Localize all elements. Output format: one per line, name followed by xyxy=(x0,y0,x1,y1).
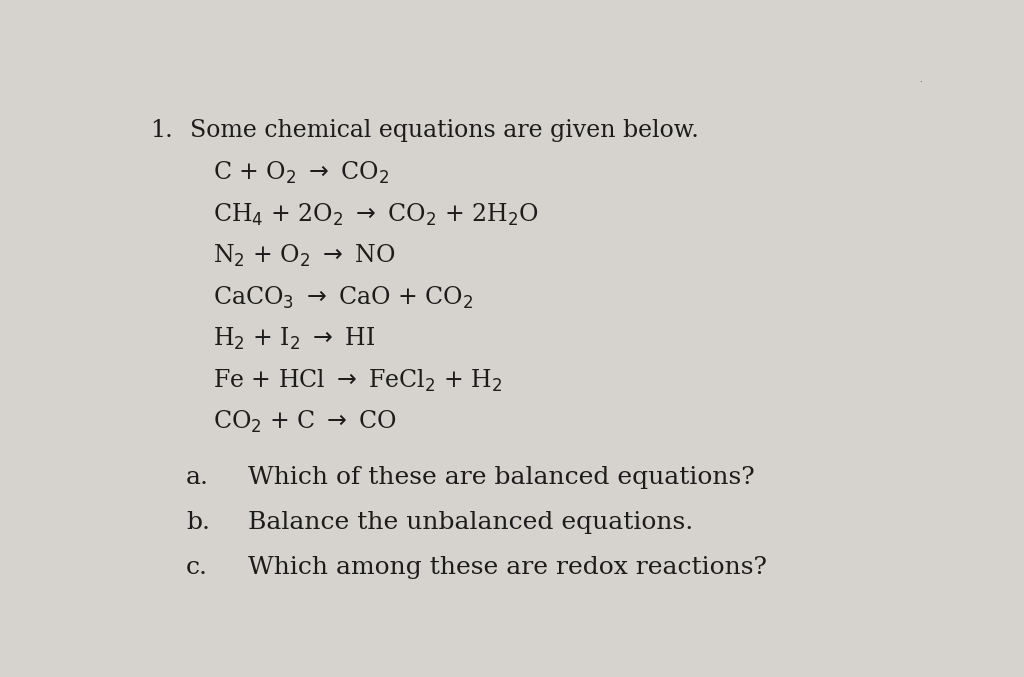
Text: Which among these are redox reactions?: Which among these are redox reactions? xyxy=(248,556,767,579)
Text: C + O$_2$ $\rightarrow$ CO$_2$: C + O$_2$ $\rightarrow$ CO$_2$ xyxy=(213,160,389,186)
Text: a.: a. xyxy=(186,466,209,489)
Text: 1.: 1. xyxy=(150,119,172,142)
Text: Which of these are balanced equations?: Which of these are balanced equations? xyxy=(248,466,755,489)
Text: CaCO$_3$ $\rightarrow$ CaO + CO$_2$: CaCO$_3$ $\rightarrow$ CaO + CO$_2$ xyxy=(213,284,473,311)
Text: c.: c. xyxy=(186,556,208,579)
Text: N$_2$ + O$_2$ $\rightarrow$ NO: N$_2$ + O$_2$ $\rightarrow$ NO xyxy=(213,243,396,269)
Text: b.: b. xyxy=(186,511,210,534)
Text: Balance the unbalanced equations.: Balance the unbalanced equations. xyxy=(248,511,693,534)
Text: CO$_2$ + C $\rightarrow$ CO: CO$_2$ + C $\rightarrow$ CO xyxy=(213,410,397,435)
Polygon shape xyxy=(375,0,922,81)
Text: CH$_4$ + 2O$_2$ $\rightarrow$ CO$_2$ + 2H$_2$O: CH$_4$ + 2O$_2$ $\rightarrow$ CO$_2$ + 2… xyxy=(213,201,539,227)
Text: H$_2$ + I$_2$ $\rightarrow$ HI: H$_2$ + I$_2$ $\rightarrow$ HI xyxy=(213,326,376,352)
Polygon shape xyxy=(299,0,922,81)
Text: Fe + HCl $\rightarrow$ FeCl$_2$ + H$_2$: Fe + HCl $\rightarrow$ FeCl$_2$ + H$_2$ xyxy=(213,368,503,394)
Text: Some chemical equations are given below.: Some chemical equations are given below. xyxy=(190,119,698,142)
